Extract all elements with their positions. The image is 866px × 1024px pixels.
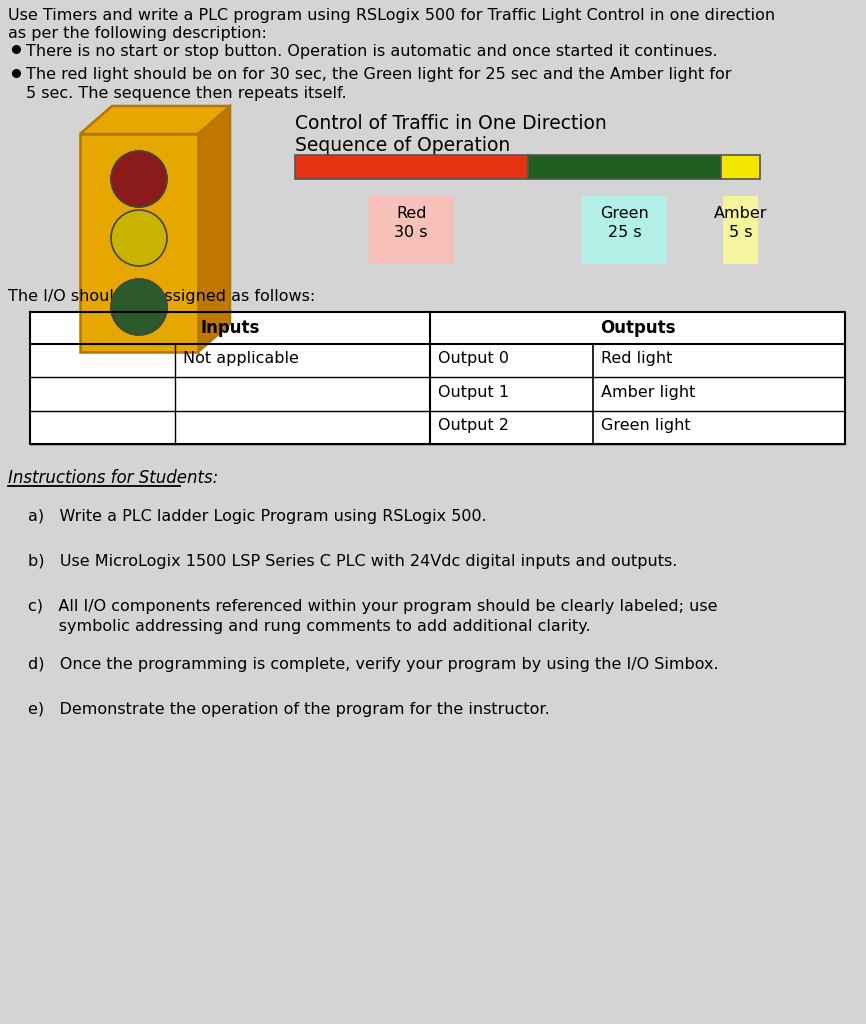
Text: Output 0: Output 0 [438, 351, 509, 367]
Text: 25 s: 25 s [608, 225, 641, 240]
FancyBboxPatch shape [527, 155, 721, 179]
Text: There is no start or stop button. Operation is automatic and once started it con: There is no start or stop button. Operat… [26, 44, 718, 59]
Text: 5 sec. The sequence then repeats itself.: 5 sec. The sequence then repeats itself. [26, 86, 346, 101]
Text: Use Timers and write a PLC program using RSLogix 500 for Traffic Light Control i: Use Timers and write a PLC program using… [8, 8, 775, 23]
Text: Outputs: Outputs [600, 319, 675, 337]
Text: e)   Demonstrate the operation of the program for the instructor.: e) Demonstrate the operation of the prog… [28, 702, 550, 717]
Circle shape [111, 210, 167, 266]
Text: Not applicable: Not applicable [183, 351, 299, 367]
Text: Amber light: Amber light [601, 384, 695, 399]
Text: a)   Write a PLC ladder Logic Program using RSLogix 500.: a) Write a PLC ladder Logic Program usin… [28, 509, 487, 524]
FancyBboxPatch shape [721, 155, 760, 179]
Text: Green: Green [600, 206, 649, 221]
FancyBboxPatch shape [80, 134, 198, 352]
Text: Green light: Green light [601, 418, 690, 433]
Text: d)   Once the programming is complete, verify your program by using the I/O Simb: d) Once the programming is complete, ver… [28, 657, 719, 672]
Circle shape [111, 151, 167, 207]
Text: Instructions for Students:: Instructions for Students: [8, 469, 218, 487]
Polygon shape [198, 106, 230, 352]
FancyBboxPatch shape [723, 196, 758, 264]
Polygon shape [80, 106, 230, 134]
Text: Red light: Red light [601, 351, 672, 367]
Text: Red: Red [396, 206, 426, 221]
FancyBboxPatch shape [30, 312, 845, 444]
Text: symbolic addressing and rung comments to add additional clarity.: symbolic addressing and rung comments to… [28, 618, 591, 634]
Text: Output 1: Output 1 [438, 384, 509, 399]
Text: as per the following description:: as per the following description: [8, 26, 267, 41]
Text: Control of Traffic in One Direction: Control of Traffic in One Direction [295, 114, 607, 133]
Text: 30 s: 30 s [395, 225, 428, 240]
FancyBboxPatch shape [369, 196, 454, 264]
FancyBboxPatch shape [582, 196, 667, 264]
Text: The I/O should be assigned as follows:: The I/O should be assigned as follows: [8, 289, 315, 304]
Circle shape [111, 279, 167, 335]
Text: The red light should be on for 30 sec, the Green light for 25 sec and the Amber : The red light should be on for 30 sec, t… [26, 67, 732, 82]
Text: Output 2: Output 2 [438, 418, 509, 433]
Text: b)   Use MicroLogix 1500 LSP Series C PLC with 24Vdc digital inputs and outputs.: b) Use MicroLogix 1500 LSP Series C PLC … [28, 554, 677, 569]
Text: Amber: Amber [714, 206, 767, 221]
Text: c)   All I/O components referenced within your program should be clearly labeled: c) All I/O components referenced within … [28, 599, 718, 614]
Text: 5 s: 5 s [729, 225, 753, 240]
FancyBboxPatch shape [295, 155, 527, 179]
Text: Inputs: Inputs [200, 319, 260, 337]
Text: Sequence of Operation: Sequence of Operation [295, 136, 510, 155]
